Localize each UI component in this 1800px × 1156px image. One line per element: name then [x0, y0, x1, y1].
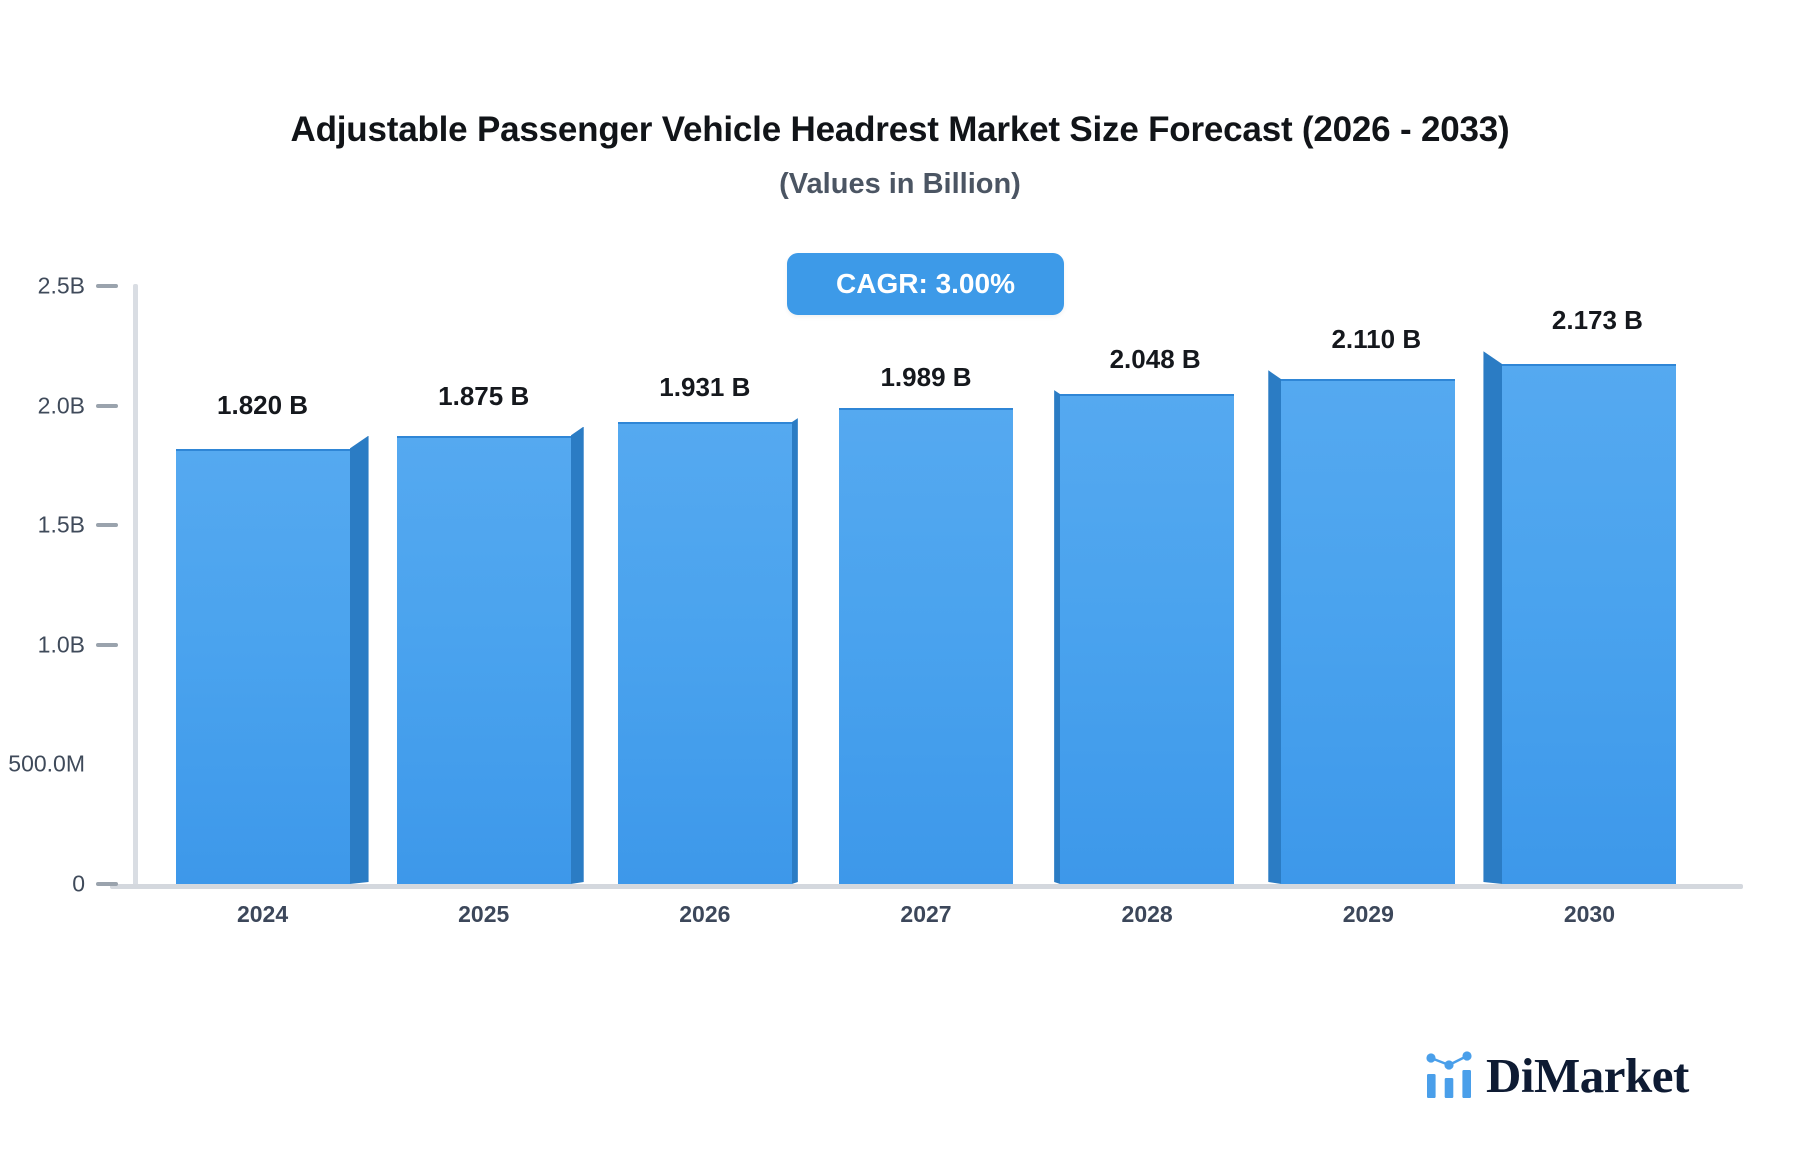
y-axis-tick-label: 0: [72, 870, 85, 897]
y-axis-tick-label: 2.0B: [37, 392, 85, 419]
bar-side-face: [792, 418, 798, 884]
x-axis-tick-label: 2025: [458, 901, 510, 927]
bar-value-label: 1.875 B: [438, 380, 530, 411]
x-axis-tick-label: 2027: [900, 901, 952, 927]
y-axis-tick-label: 1.5B: [37, 511, 85, 538]
y-axis-tick-mark: [96, 284, 118, 288]
bar-side-face: [1483, 351, 1502, 884]
y-axis-tick-label: 2.5B: [37, 272, 85, 299]
bar-value-label: 1.989 B: [880, 362, 972, 393]
bar-value-label: 2.048 B: [1109, 344, 1201, 375]
y-axis-tick-mark: [96, 882, 118, 886]
chart-subtitle: (Values in Billion): [779, 168, 1021, 200]
y-axis-tick-mark: [96, 523, 118, 528]
bar-value-label: 1.931 B: [659, 372, 751, 403]
bar-front-face: [175, 448, 350, 884]
bar-front-face: [396, 435, 571, 884]
brand-name: DiMarket: [1486, 1047, 1689, 1103]
bar-front-face: [617, 422, 792, 884]
bar-side-face: [1268, 370, 1281, 884]
x-axis-tick-label: 2029: [1342, 901, 1394, 927]
chart-title: Adjustable Passenger Vehicle Headrest Ma…: [290, 110, 1510, 149]
cagr-badge: CAGR: 3.00%: [787, 253, 1064, 315]
x-axis-line: [110, 884, 1743, 889]
y-axis-tick-label: 500.0M: [8, 750, 85, 777]
y-axis-line: [133, 284, 138, 886]
x-axis-tick-label: 2028: [1121, 901, 1173, 927]
bar-side-face: [571, 427, 584, 885]
x-axis-tick-label: 2024: [236, 901, 289, 927]
bar-value-label: 1.820 B: [217, 389, 309, 420]
bar-value-label: 2.173 B: [1551, 305, 1643, 336]
x-axis-tick-label: 2030: [1563, 901, 1616, 927]
bar-side-face: [350, 436, 369, 884]
y-axis-tick-label: 1.0B: [37, 631, 85, 658]
bar-chart-logo-icon: [1422, 1048, 1476, 1102]
x-axis-tick-label: 2026: [679, 901, 731, 927]
bar-front-face: [1281, 379, 1456, 884]
bar-front-face: [1060, 394, 1235, 884]
bar-front-face: [1502, 364, 1677, 884]
brand-logo: DiMarket: [1422, 1048, 1689, 1102]
bar-side-face: [1054, 390, 1060, 884]
bar-value-label: 2.110 B: [1331, 324, 1422, 355]
bar-front-face: [839, 408, 1013, 884]
y-axis-tick-mark: [96, 403, 118, 408]
y-axis-tick-mark: [96, 642, 118, 647]
